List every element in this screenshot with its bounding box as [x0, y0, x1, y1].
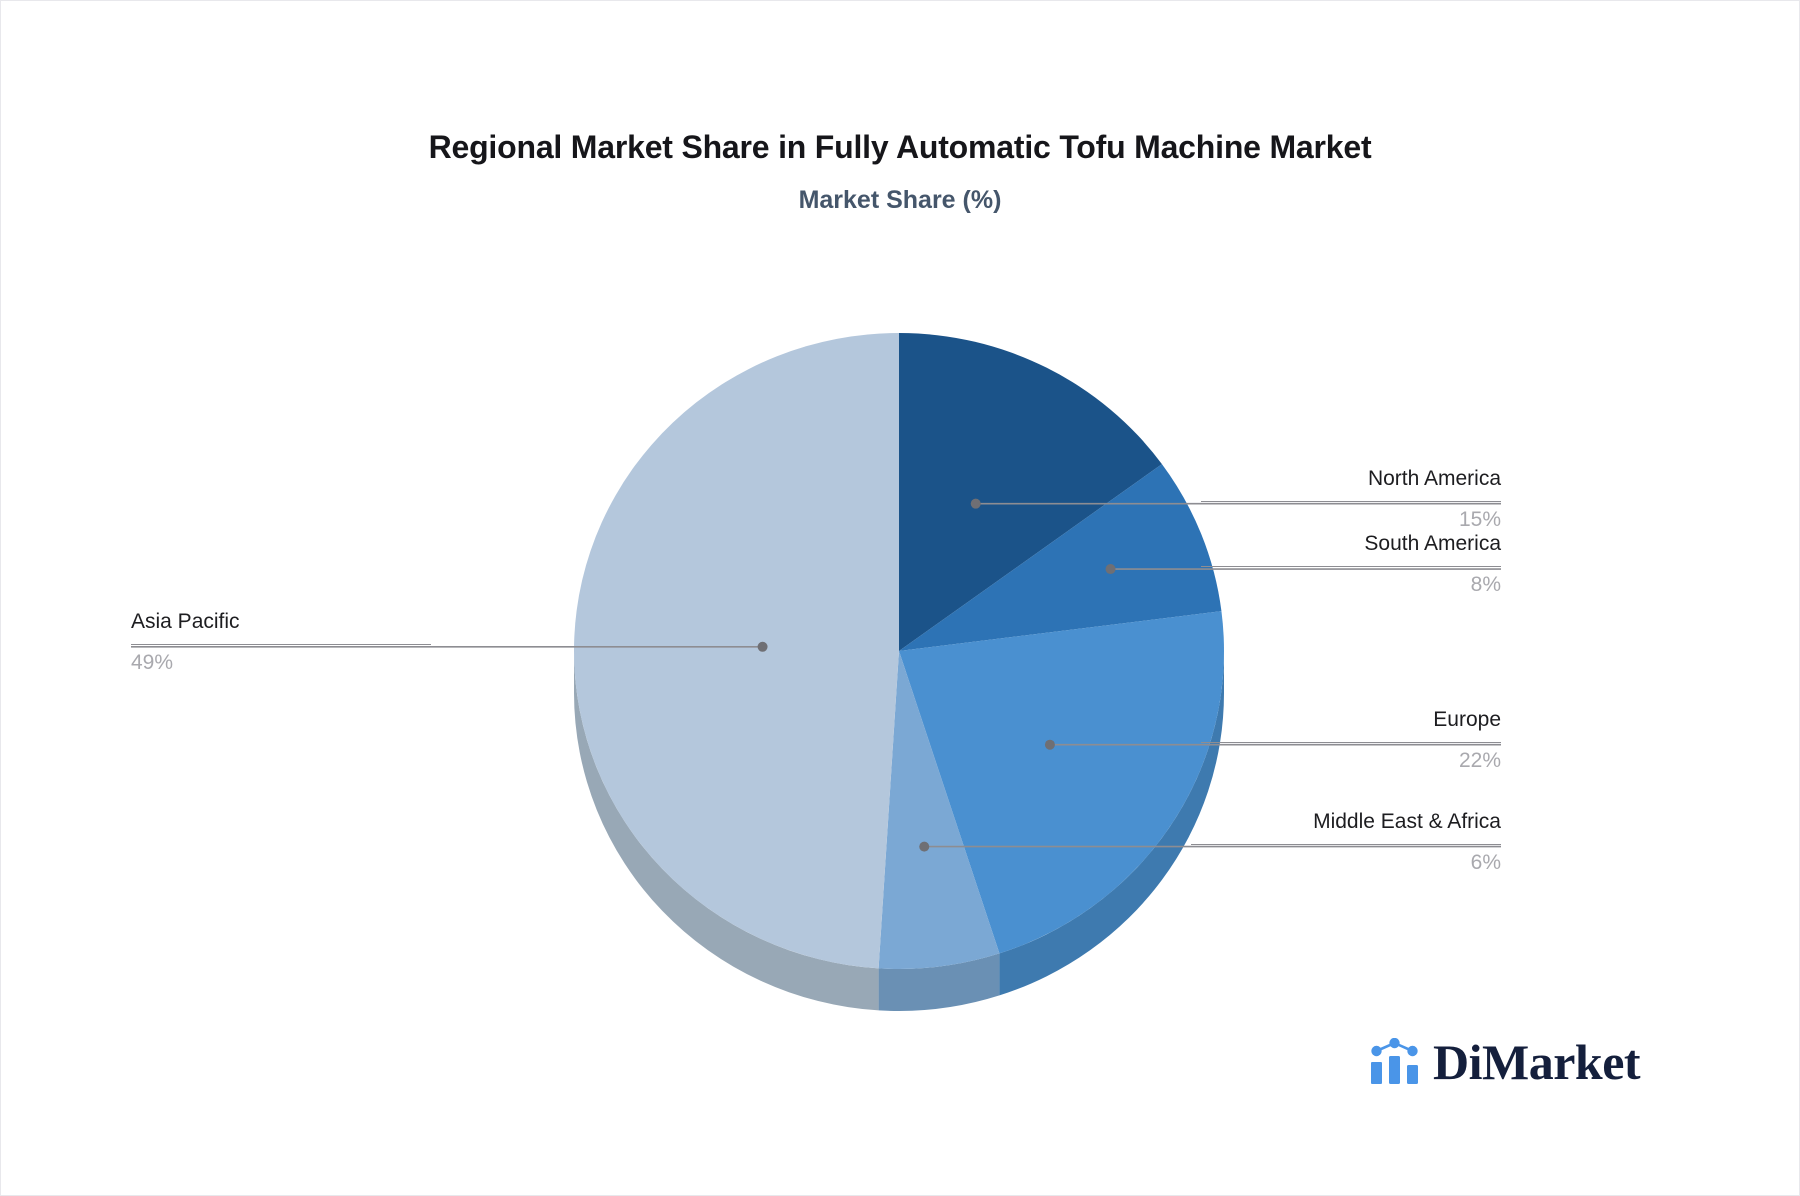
bar-chart-icon [1371, 1038, 1418, 1084]
brand-name: DiMarket [1433, 1034, 1641, 1090]
leader-dot-south-america [1105, 564, 1116, 575]
callout-label-asia-pacific: Asia Pacific [131, 609, 240, 633]
leader-dot-asia-pacific [757, 641, 768, 652]
pie-slices [574, 333, 1224, 969]
callout-south-america[interactable]: South America 8% [1201, 529, 1501, 599]
dimarket-logo: DiMarket [1369, 1034, 1641, 1090]
page-title: Regional Market Share in Fully Automatic… [428, 129, 1372, 165]
pie-slice-north-america[interactable] [899, 333, 1162, 651]
callout-value-asia-pacific: 49% [131, 650, 174, 674]
pie-3d-side-walls [574, 651, 1224, 1011]
callout-north-america[interactable]: North America 15% [1201, 464, 1501, 534]
leader-dot-north-america [970, 498, 981, 509]
pie-slice-europe[interactable] [899, 611, 1224, 954]
leader-lines [131, 498, 1501, 852]
pie-side-wall-europe [999, 651, 1224, 996]
pie-side-wall-middle-east-africa [878, 953, 1000, 1011]
callout-europe[interactable]: Europe 22% [1201, 705, 1501, 775]
callout-value-europe: 22% [1458, 748, 1501, 772]
pie-slice-south-america[interactable] [899, 464, 1222, 651]
callout-asia-pacific[interactable]: Asia Pacific 49% [131, 607, 431, 677]
pie-side-wall-asia-pacific [574, 651, 879, 1011]
callout-label-north-america: North America [1367, 466, 1501, 490]
callout-rule [1201, 566, 1501, 568]
callout-rule [1201, 500, 1501, 502]
callout-rule [1201, 741, 1501, 743]
callout-label-europe: Europe [1433, 707, 1501, 731]
pie-slice-middle-east-africa[interactable] [878, 651, 1000, 969]
callout-value-north-america: 15% [1458, 507, 1501, 531]
callout-value-middle-east-africa: 6% [1470, 850, 1501, 874]
chart-subtitle: Market Share (%) [798, 186, 1002, 214]
callout-rule [1191, 843, 1501, 845]
leader-dot-europe [1044, 739, 1055, 750]
callout-label-middle-east-africa: Middle East & Africa [1313, 809, 1501, 833]
pie-slice-asia-pacific[interactable] [574, 333, 899, 969]
callout-value-south-america: 8% [1470, 573, 1501, 597]
leader-dot-middle-east-africa [919, 841, 930, 852]
callout-rule [131, 643, 431, 645]
callout-label-south-america: South America [1364, 532, 1501, 556]
callout-middle-east-africa[interactable]: Middle East & Africa 6% [1191, 807, 1501, 877]
